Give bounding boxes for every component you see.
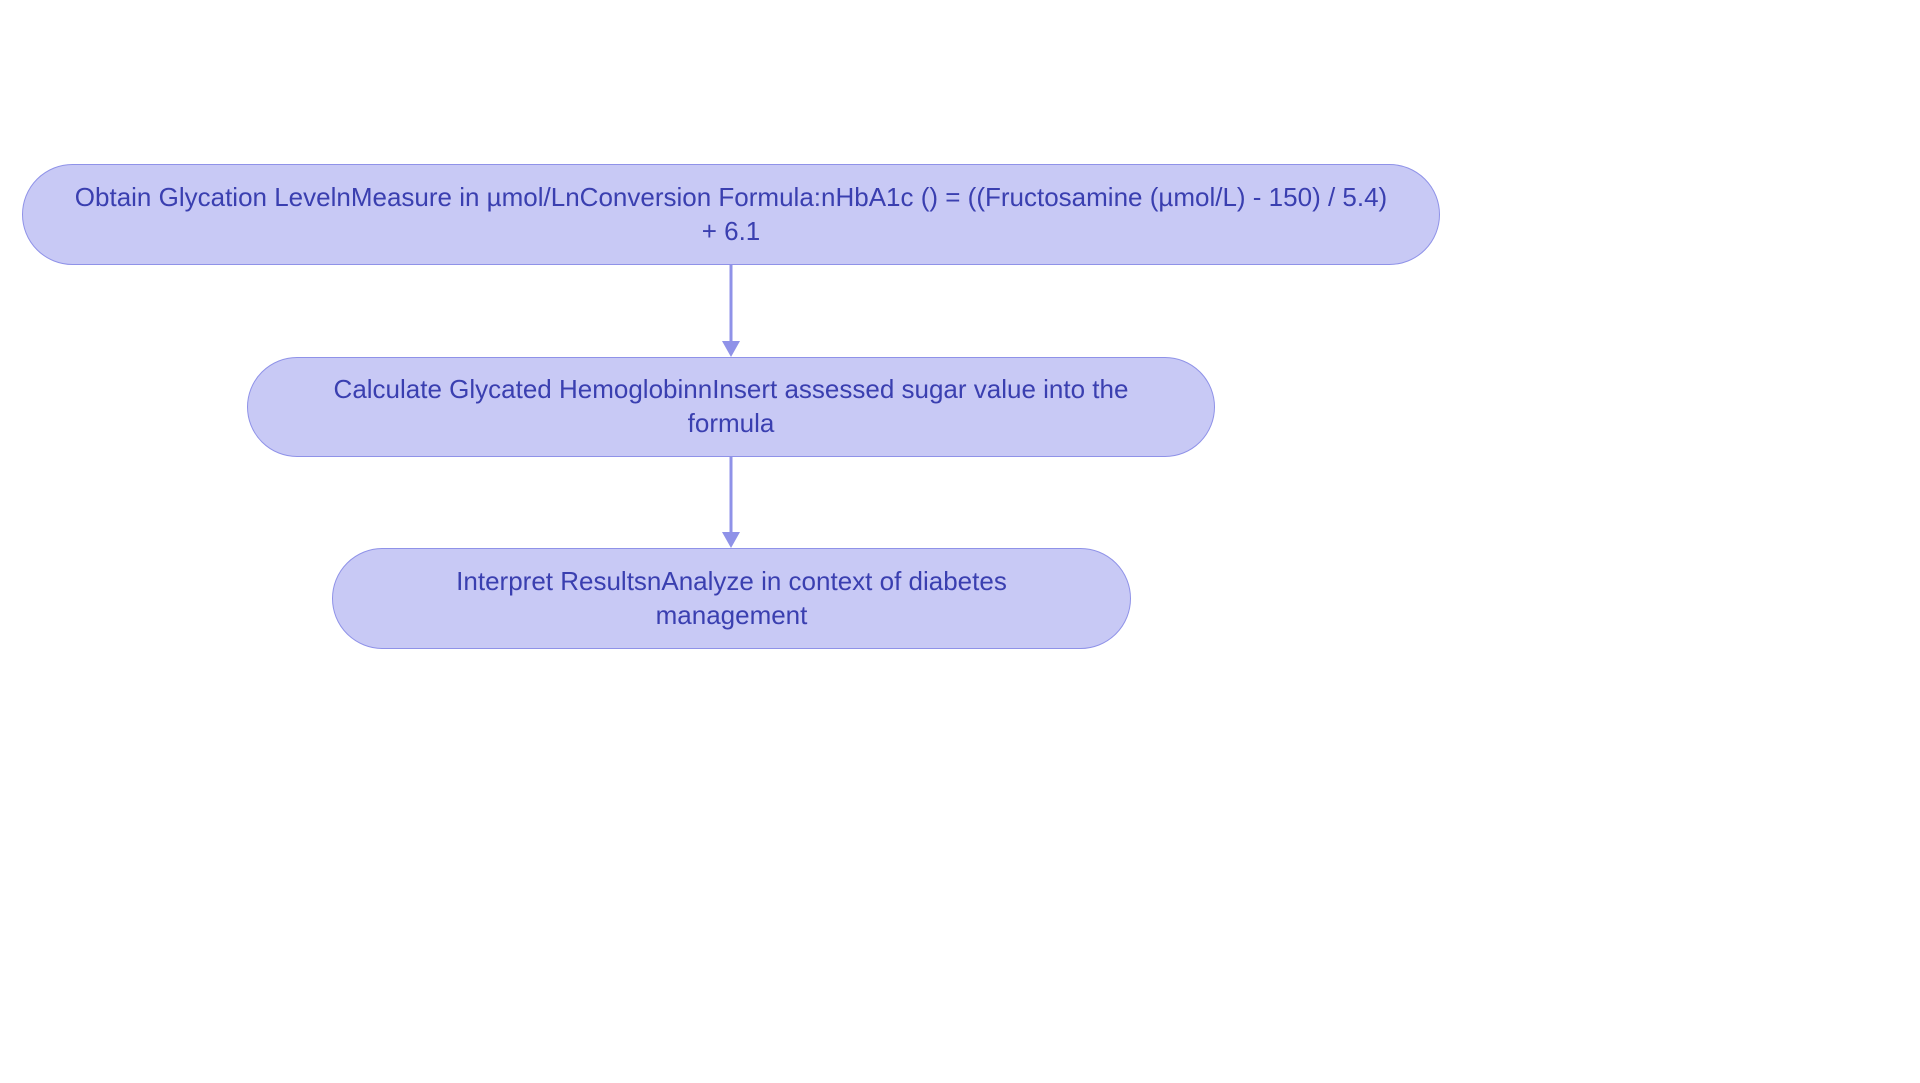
flow-arrow-1 <box>716 265 746 357</box>
flow-arrow-2 <box>716 457 746 548</box>
flow-node-3-label: Interpret ResultsnAnalyze in context of … <box>383 565 1080 633</box>
flow-node-1: Obtain Glycation LevelnMeasure in µmol/L… <box>22 164 1440 265</box>
flowchart-canvas: Obtain Glycation LevelnMeasure in µmol/L… <box>0 0 1920 1083</box>
flow-node-2-label: Calculate Glycated HemoglobinnInsert ass… <box>298 373 1164 441</box>
flow-node-1-label: Obtain Glycation LevelnMeasure in µmol/L… <box>73 181 1389 249</box>
flow-node-2: Calculate Glycated HemoglobinnInsert ass… <box>247 357 1215 457</box>
flow-node-3: Interpret ResultsnAnalyze in context of … <box>332 548 1131 649</box>
